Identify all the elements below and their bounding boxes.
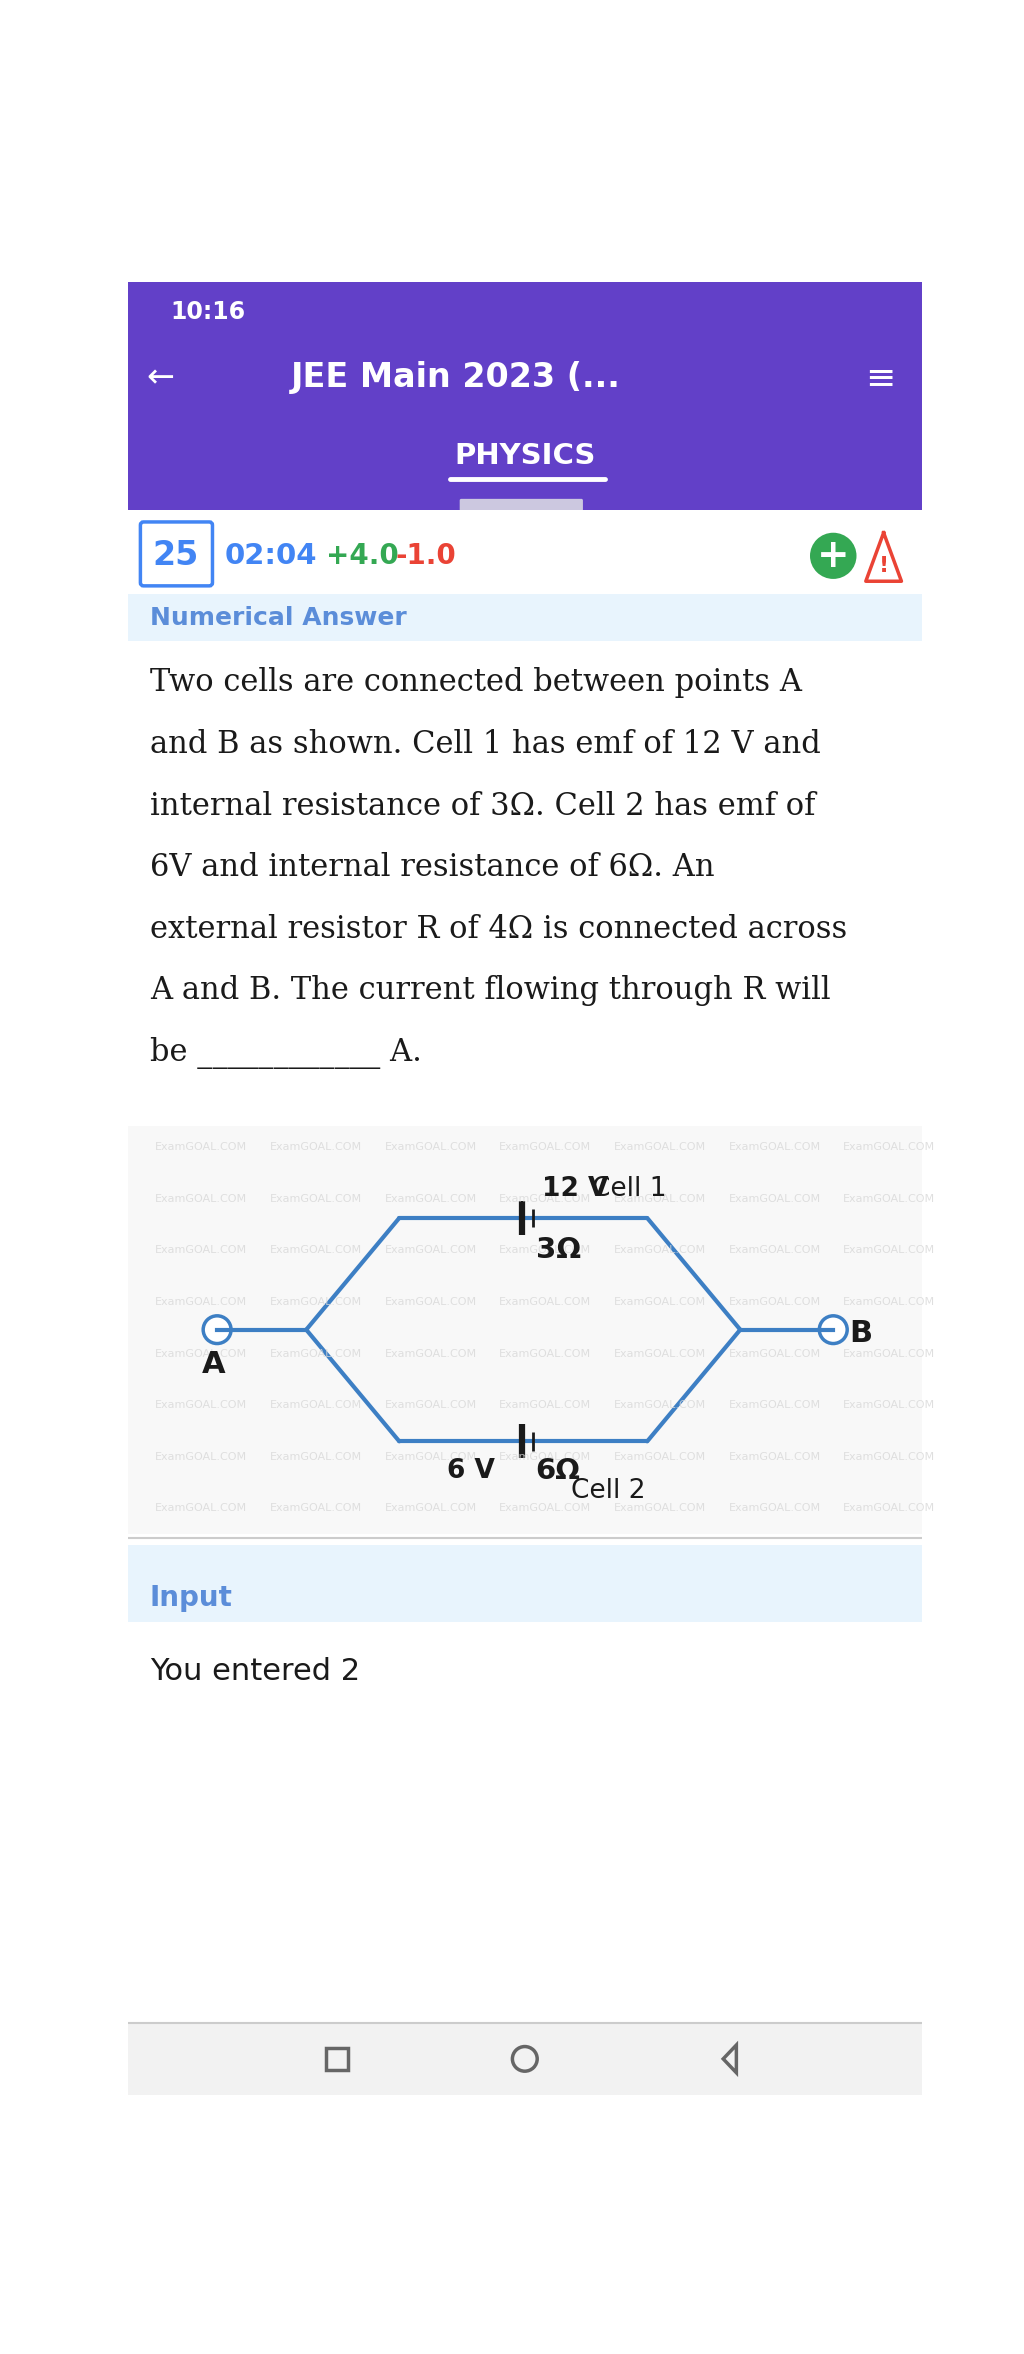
- Text: ExamGOAL.COM: ExamGOAL.COM: [385, 1142, 476, 1151]
- Circle shape: [810, 532, 856, 579]
- Text: -1.0: -1.0: [395, 541, 456, 570]
- FancyBboxPatch shape: [128, 2022, 922, 2095]
- Text: ExamGOAL.COM: ExamGOAL.COM: [844, 1297, 936, 1306]
- Text: ExamGOAL.COM: ExamGOAL.COM: [500, 1349, 591, 1358]
- Text: Cell 2: Cell 2: [571, 1478, 646, 1504]
- Text: ExamGOAL.COM: ExamGOAL.COM: [614, 1142, 707, 1151]
- Text: ExamGOAL.COM: ExamGOAL.COM: [614, 1452, 707, 1462]
- Text: ExamGOAL.COM: ExamGOAL.COM: [844, 1401, 936, 1410]
- FancyBboxPatch shape: [128, 1125, 922, 1535]
- Text: ExamGOAL.COM: ExamGOAL.COM: [614, 1349, 707, 1358]
- Text: JEE Main 2023 (...: JEE Main 2023 (...: [291, 363, 621, 395]
- Text: 6Ω: 6Ω: [536, 1457, 581, 1485]
- Text: Cell 1: Cell 1: [592, 1175, 667, 1203]
- Text: ExamGOAL.COM: ExamGOAL.COM: [385, 1401, 476, 1410]
- Text: 3Ω: 3Ω: [536, 1236, 581, 1264]
- Text: Two cells are connected between points A: Two cells are connected between points A: [150, 669, 802, 699]
- Text: PHYSICS: PHYSICS: [454, 443, 596, 471]
- Text: ExamGOAL.COM: ExamGOAL.COM: [729, 1193, 821, 1203]
- Text: ExamGOAL.COM: ExamGOAL.COM: [729, 1297, 821, 1306]
- Text: ExamGOAL.COM: ExamGOAL.COM: [385, 1193, 476, 1203]
- Text: A: A: [202, 1349, 225, 1379]
- Text: 6 V: 6 V: [447, 1457, 496, 1483]
- Text: +4.0: +4.0: [326, 541, 398, 570]
- Text: 25: 25: [153, 539, 200, 572]
- Text: ExamGOAL.COM: ExamGOAL.COM: [155, 1297, 247, 1306]
- Text: 12 V: 12 V: [542, 1175, 608, 1203]
- Text: ExamGOAL.COM: ExamGOAL.COM: [270, 1245, 361, 1255]
- Text: ExamGOAL.COM: ExamGOAL.COM: [155, 1142, 247, 1151]
- Text: ExamGOAL.COM: ExamGOAL.COM: [500, 1142, 591, 1151]
- Text: ExamGOAL.COM: ExamGOAL.COM: [500, 1193, 591, 1203]
- Text: ExamGOAL.COM: ExamGOAL.COM: [385, 1452, 476, 1462]
- FancyBboxPatch shape: [460, 499, 583, 511]
- Text: ExamGOAL.COM: ExamGOAL.COM: [500, 1297, 591, 1306]
- FancyBboxPatch shape: [128, 1622, 922, 1723]
- Text: +: +: [817, 537, 850, 574]
- Text: !: !: [879, 556, 889, 577]
- Text: ExamGOAL.COM: ExamGOAL.COM: [270, 1142, 361, 1151]
- FancyBboxPatch shape: [128, 508, 922, 2027]
- Text: ExamGOAL.COM: ExamGOAL.COM: [614, 1245, 707, 1255]
- Text: ExamGOAL.COM: ExamGOAL.COM: [614, 1401, 707, 1410]
- Text: 10:16: 10:16: [171, 299, 246, 325]
- Circle shape: [203, 1316, 231, 1344]
- Text: ExamGOAL.COM: ExamGOAL.COM: [844, 1452, 936, 1462]
- Text: 02:04: 02:04: [225, 541, 317, 570]
- Text: ExamGOAL.COM: ExamGOAL.COM: [729, 1401, 821, 1410]
- Text: external resistor R of 4Ω is connected across: external resistor R of 4Ω is connected a…: [150, 913, 847, 944]
- Text: be ____________ A.: be ____________ A.: [150, 1038, 422, 1069]
- Text: ExamGOAL.COM: ExamGOAL.COM: [729, 1349, 821, 1358]
- Circle shape: [819, 1316, 847, 1344]
- Text: ExamGOAL.COM: ExamGOAL.COM: [844, 1504, 936, 1514]
- FancyBboxPatch shape: [128, 593, 922, 640]
- Text: ExamGOAL.COM: ExamGOAL.COM: [729, 1245, 821, 1255]
- Text: ExamGOAL.COM: ExamGOAL.COM: [729, 1504, 821, 1514]
- FancyBboxPatch shape: [128, 1544, 922, 1700]
- Text: ExamGOAL.COM: ExamGOAL.COM: [844, 1245, 936, 1255]
- Text: ExamGOAL.COM: ExamGOAL.COM: [155, 1401, 247, 1410]
- Text: ExamGOAL.COM: ExamGOAL.COM: [155, 1349, 247, 1358]
- FancyBboxPatch shape: [128, 339, 922, 419]
- FancyBboxPatch shape: [140, 523, 212, 586]
- Text: ExamGOAL.COM: ExamGOAL.COM: [500, 1504, 591, 1514]
- Text: ExamGOAL.COM: ExamGOAL.COM: [270, 1401, 361, 1410]
- Text: ExamGOAL.COM: ExamGOAL.COM: [844, 1142, 936, 1151]
- Text: ExamGOAL.COM: ExamGOAL.COM: [500, 1452, 591, 1462]
- Text: ExamGOAL.COM: ExamGOAL.COM: [844, 1193, 936, 1203]
- Text: B: B: [849, 1318, 872, 1349]
- Text: 6V and internal resistance of 6Ω. An: 6V and internal resistance of 6Ω. An: [150, 852, 715, 883]
- FancyBboxPatch shape: [128, 282, 922, 339]
- Text: ExamGOAL.COM: ExamGOAL.COM: [500, 1245, 591, 1255]
- Text: and B as shown. Cell 1 has emf of 12 V and: and B as shown. Cell 1 has emf of 12 V a…: [150, 730, 820, 760]
- Text: Numerical Answer: Numerical Answer: [150, 607, 407, 631]
- Text: ExamGOAL.COM: ExamGOAL.COM: [729, 1142, 821, 1151]
- Text: ExamGOAL.COM: ExamGOAL.COM: [155, 1452, 247, 1462]
- FancyBboxPatch shape: [128, 419, 922, 511]
- Text: ≡: ≡: [865, 360, 895, 395]
- Text: ExamGOAL.COM: ExamGOAL.COM: [500, 1401, 591, 1410]
- Text: ExamGOAL.COM: ExamGOAL.COM: [614, 1504, 707, 1514]
- Text: A and B. The current flowing through R will: A and B. The current flowing through R w…: [150, 975, 830, 1008]
- Text: ExamGOAL.COM: ExamGOAL.COM: [270, 1452, 361, 1462]
- Text: ExamGOAL.COM: ExamGOAL.COM: [270, 1193, 361, 1203]
- Text: ExamGOAL.COM: ExamGOAL.COM: [385, 1297, 476, 1306]
- Text: ExamGOAL.COM: ExamGOAL.COM: [270, 1349, 361, 1358]
- Text: ExamGOAL.COM: ExamGOAL.COM: [270, 1504, 361, 1514]
- Text: Input: Input: [150, 1584, 232, 1612]
- Text: ExamGOAL.COM: ExamGOAL.COM: [385, 1245, 476, 1255]
- Text: ExamGOAL.COM: ExamGOAL.COM: [385, 1504, 476, 1514]
- Text: ExamGOAL.COM: ExamGOAL.COM: [155, 1193, 247, 1203]
- Text: ←: ←: [146, 363, 174, 395]
- Text: ExamGOAL.COM: ExamGOAL.COM: [155, 1245, 247, 1255]
- Text: ExamGOAL.COM: ExamGOAL.COM: [155, 1504, 247, 1514]
- Text: ExamGOAL.COM: ExamGOAL.COM: [385, 1349, 476, 1358]
- Text: You entered 2: You entered 2: [150, 1657, 359, 1685]
- Text: ExamGOAL.COM: ExamGOAL.COM: [614, 1297, 707, 1306]
- Text: ExamGOAL.COM: ExamGOAL.COM: [614, 1193, 707, 1203]
- Text: ExamGOAL.COM: ExamGOAL.COM: [844, 1349, 936, 1358]
- Text: internal resistance of 3Ω. Cell 2 has emf of: internal resistance of 3Ω. Cell 2 has em…: [150, 791, 815, 822]
- Text: ExamGOAL.COM: ExamGOAL.COM: [729, 1452, 821, 1462]
- Text: ExamGOAL.COM: ExamGOAL.COM: [270, 1297, 361, 1306]
